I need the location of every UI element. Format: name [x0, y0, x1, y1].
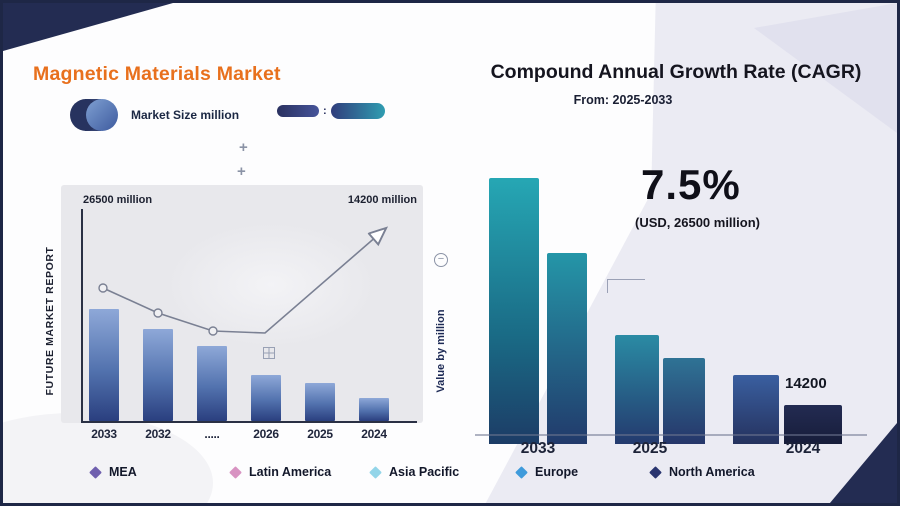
- x-axis-label: 2032: [145, 427, 171, 441]
- cylinder-icon: [70, 99, 118, 131]
- x-axis-label: 2033: [520, 440, 556, 457]
- cagr-bar: [733, 375, 779, 444]
- cagr-chart: 14200 2033 2025 2024: [473, 153, 873, 463]
- cagr-value: 7.5%: [641, 161, 741, 208]
- legend-item-latin-america: Latin America: [229, 465, 332, 479]
- plus-icon: +: [239, 139, 248, 156]
- market-size-bar: [197, 346, 227, 421]
- legend-item-asia-pacific: Asia Pacific: [369, 465, 460, 479]
- market-size-chart: 26500 million 14200 million: [61, 185, 423, 423]
- x-axis-label: 2024: [361, 427, 387, 441]
- market-size-bar: [251, 375, 281, 421]
- cagr-bar: [615, 335, 659, 444]
- max-value-label: 26500 million: [83, 194, 153, 206]
- pill-separator: :: [323, 105, 327, 117]
- left-chart-title: Magnetic Materials Market: [33, 63, 281, 85]
- x-axis-label: 2025: [632, 440, 668, 457]
- market-size-legend: Market Size million: [67, 97, 239, 133]
- market-size-bar: [359, 398, 389, 421]
- cagr-bar: [784, 405, 842, 444]
- cagr-detail: (USD, 26500 million): [635, 215, 760, 230]
- legend-label: MEA: [109, 465, 137, 479]
- left-x-labels: 2033 2032..... 2026 2025 2024: [89, 427, 389, 441]
- legend-label: North America: [669, 465, 755, 479]
- pill-gradient: [330, 103, 385, 119]
- top-left-corner-triangle: [3, 3, 173, 51]
- pill-navy: [277, 105, 319, 117]
- legend-item-europe: Europe: [515, 465, 579, 479]
- market-size-bar: [143, 329, 173, 421]
- legend-label: Market Size million: [131, 108, 240, 122]
- cagr-bar: [547, 253, 587, 444]
- market-size-bar: [305, 383, 335, 421]
- legend-item-mea: MEA: [89, 465, 137, 479]
- grid-square-icon: [263, 347, 275, 359]
- diamond-icon: [89, 465, 102, 479]
- pill-decoration: :: [277, 102, 385, 120]
- x-axis-label: 2024: [785, 440, 821, 457]
- x-axis-label: 2033: [91, 427, 117, 441]
- right-y-axis-label: Value by million: [435, 309, 447, 393]
- right-chart-title: Compound Annual Growth Rate (CAGR): [490, 61, 862, 83]
- legend-item-north-america: North America: [649, 465, 755, 479]
- right-bars: [473, 153, 873, 463]
- diamond-icon: [649, 465, 662, 479]
- plus-icon: +: [237, 163, 246, 180]
- x-axis-label: .....: [204, 427, 220, 441]
- x-axis-line: [81, 421, 417, 423]
- min-value-label: 14200 million: [347, 194, 417, 206]
- x-axis-label: 2025: [307, 427, 333, 441]
- left-y-axis-label: FUTURE MARKET REPORT: [44, 246, 56, 396]
- left-bars: [89, 309, 389, 421]
- legend-label: Latin America: [249, 465, 332, 479]
- x-axis-label: 2026: [253, 427, 279, 441]
- right-chart-subtitle: From: 2025-2033: [573, 93, 673, 107]
- diamond-icon: [515, 465, 528, 479]
- market-size-bar: [89, 309, 119, 421]
- y-axis-line: [81, 209, 83, 423]
- value-callout: 14200: [785, 375, 827, 392]
- cagr-bar: [663, 358, 705, 444]
- legend-label: Asia Pacific: [389, 465, 460, 479]
- step-line-decoration: [607, 279, 645, 293]
- circle-minus-icon: −: [434, 253, 448, 267]
- right-baseline: [475, 434, 867, 436]
- diamond-icon: [229, 465, 242, 479]
- diamond-icon: [369, 465, 382, 479]
- cagr-bar: [489, 178, 539, 444]
- legend-label: Europe: [535, 465, 579, 479]
